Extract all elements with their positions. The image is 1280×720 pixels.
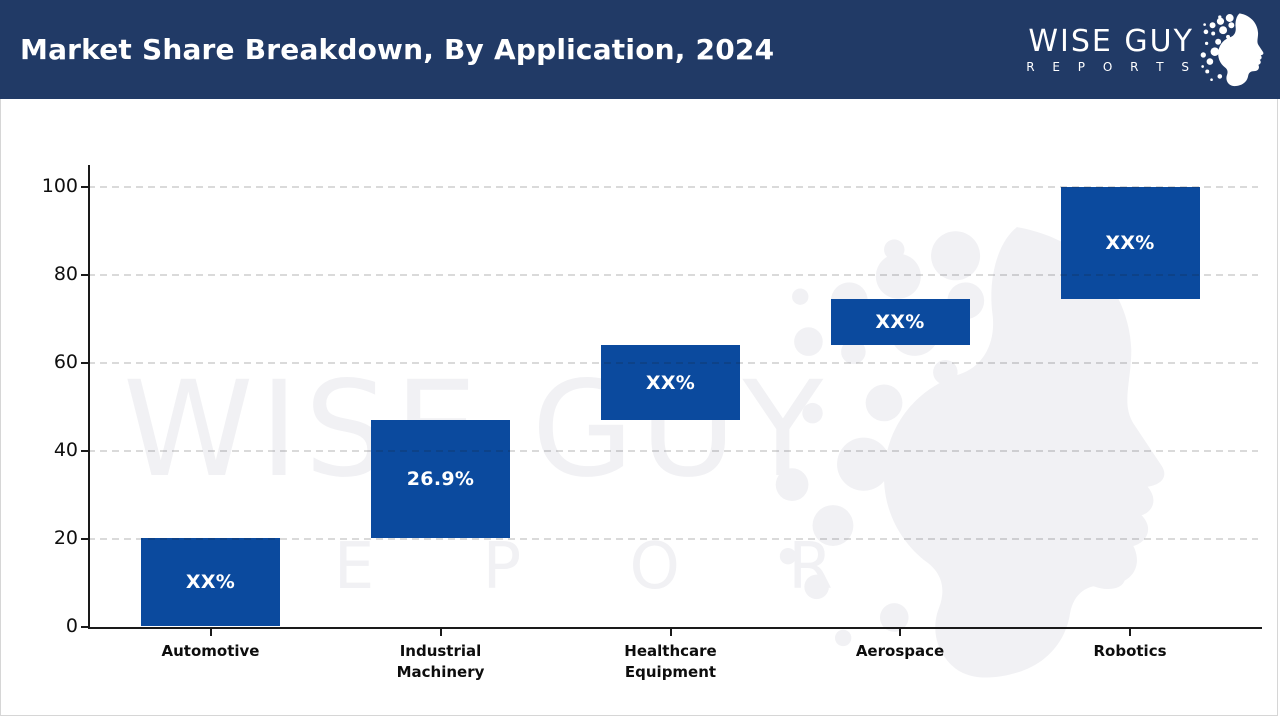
bar-value-label: 26.9% (406, 468, 475, 491)
y-axis-spine (88, 165, 90, 629)
brand-logo: WISE GUY R E P O R T S (1026, 12, 1280, 88)
bar-value-label: XX% (1105, 232, 1155, 255)
y-tick-80 (81, 273, 88, 276)
bar-industrial-machinery: 26.9% (371, 419, 510, 539)
y-tick-20 (81, 537, 88, 540)
bar-healthcare-equipment: XX% (601, 345, 740, 420)
y-tick-label: 100 (41, 175, 78, 197)
y-tick-0 (81, 625, 88, 628)
header: Market Share Breakdown, By Application, … (0, 0, 1280, 99)
y-tick-60 (81, 361, 88, 364)
category-label-industrial-machinery: Industrial Machinery (396, 641, 485, 681)
y-tick-100 (81, 186, 88, 188)
x-tick-aerospace (899, 628, 901, 636)
bar-automotive: XX% (141, 538, 280, 627)
x-axis-spine (88, 626, 1262, 629)
x-tick-healthcare-equipment (669, 628, 672, 636)
category-label-automotive: Automotive (161, 641, 260, 660)
logo-subtext: R E P O R T S (1026, 59, 1196, 74)
logo-text: WISE GUY R E P O R T S (1026, 23, 1196, 74)
x-tick-automotive (209, 628, 212, 636)
y-tick-label: 60 (53, 350, 78, 373)
category-label-robotics: Robotics (1093, 641, 1167, 660)
x-tick-industrial-machinery (439, 628, 442, 636)
y-tick-label: 0 (65, 614, 78, 637)
bar-value-label: XX% (185, 571, 236, 594)
logo-wordmark: WISE GUY (1028, 23, 1194, 59)
bar-value-label: XX% (875, 311, 925, 334)
y-tick-label: 40 (53, 438, 78, 461)
bar-aerospace: XX% (830, 299, 970, 346)
bar-robotics: XX% (1060, 187, 1200, 300)
bar-value-label: XX% (645, 371, 696, 394)
page-title: Market Share Breakdown, By Application, … (20, 33, 775, 66)
logo-head-icon (1200, 12, 1264, 86)
y-tick-label: 20 (53, 526, 78, 549)
category-label-aerospace: Aerospace (855, 641, 945, 660)
y-tick-40 (81, 449, 88, 452)
y-tick-label: 80 (53, 262, 78, 285)
category-label-healthcare-equipment: Healthcare Equipment (624, 641, 717, 681)
x-tick-robotics (1129, 628, 1131, 636)
